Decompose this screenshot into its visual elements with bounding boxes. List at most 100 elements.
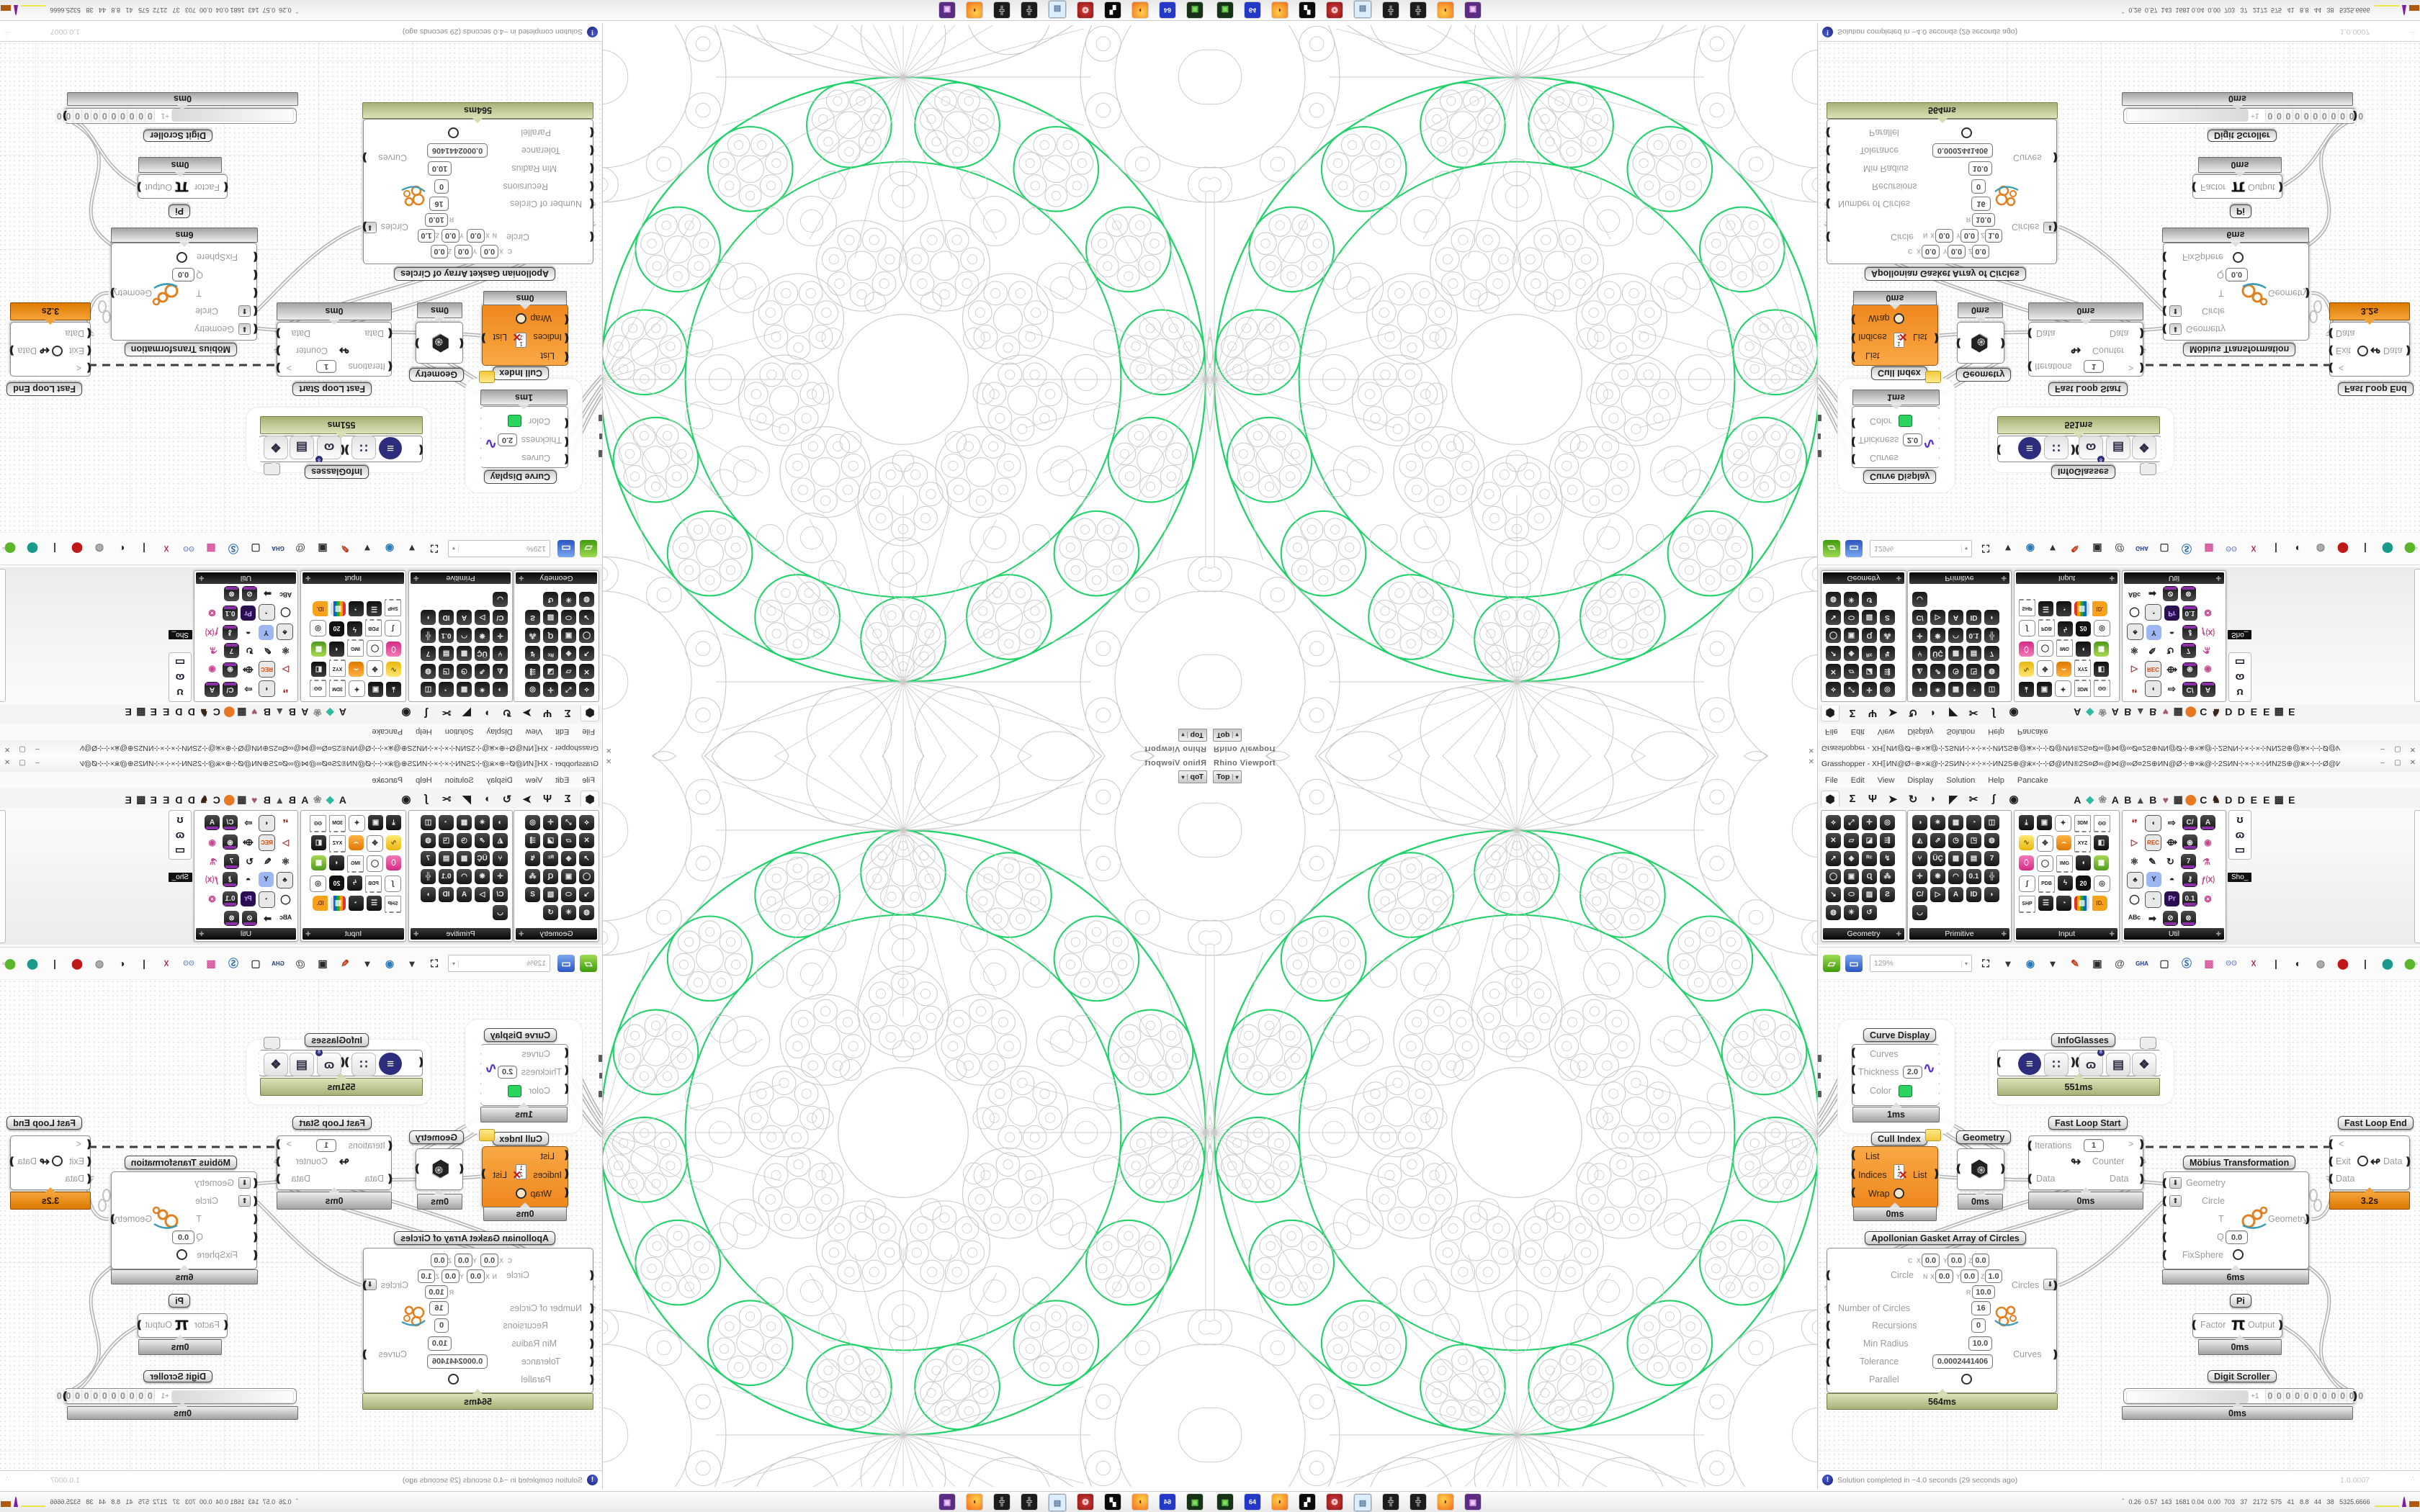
category-tab-icon[interactable]: Σ [564, 793, 571, 805]
component-icon[interactable]: ◳ [439, 664, 454, 679]
component-icon[interactable]: ✕ [579, 833, 594, 848]
plugin-tab[interactable]: A [301, 706, 309, 719]
digit-cell[interactable]: 0 [2274, 1390, 2284, 1403]
circle-cy[interactable]: 0.0 [454, 245, 472, 258]
tab-params[interactable]: ⬢ [1821, 791, 1839, 806]
plugin-tab[interactable]: B [2124, 793, 2132, 806]
component-icon[interactable]: 7 [1984, 646, 1999, 661]
input-t[interactable]: T [2218, 1214, 2224, 1224]
minimize-button[interactable]: – [35, 745, 40, 753]
component-icon[interactable]: ◯ [2129, 893, 2140, 904]
circle-nz[interactable]: 1.0 [418, 229, 435, 243]
note-bubble-icon[interactable] [1925, 1129, 1941, 1141]
component-icon[interactable]: ❂ [2204, 608, 2212, 618]
panel-footer-geometry[interactable]: Geometry ✚ [516, 928, 597, 940]
component-icon[interactable]: ⇗ [1930, 833, 1945, 848]
component-icon[interactable]: ➡ [2148, 912, 2156, 924]
input-number-of-circles[interactable]: Number of Circles [1838, 199, 1911, 209]
component-icon[interactable]: ▨ [1862, 887, 1877, 902]
component-icon[interactable]: ÜÇ [1930, 646, 1945, 661]
component-icon[interactable]: 3DM [2074, 680, 2091, 697]
component-icon[interactable]: ϟ [2058, 876, 2073, 891]
component-icon[interactable]: ∫ [385, 620, 401, 636]
thickness-value[interactable]: 2.0 [1903, 1066, 1922, 1079]
geometry-tag[interactable]: Geometry [408, 1130, 464, 1144]
menu-item[interactable]: Display [486, 727, 513, 737]
category-tab-icon[interactable]: Ψ [1868, 793, 1878, 805]
component-icon[interactable]: ID [439, 610, 454, 625]
component-icon[interactable]: ◎ [1880, 682, 1895, 697]
input-exit[interactable]: Exit [2336, 1156, 2351, 1166]
taskbar-app-icon[interactable]: 64 [1245, 2, 1260, 18]
component-icon[interactable]: ⇗ [1930, 664, 1945, 679]
component-icon[interactable]: ID. [2092, 601, 2107, 616]
component-icon[interactable]: REC [259, 834, 275, 851]
component-icon[interactable]: ꙨꙨ [2094, 680, 2110, 697]
toolbar-icon[interactable]: ◍ [2316, 957, 2326, 969]
component-icon[interactable]: 0.1 [2182, 891, 2197, 906]
input-data[interactable]: Data [364, 328, 384, 338]
component-icon[interactable]: C/ [223, 682, 238, 697]
digit-cell[interactable]: 0 [2301, 1390, 2311, 1403]
input-recursions[interactable]: Recursions [503, 181, 548, 192]
fixsphere-toggle[interactable] [176, 1249, 187, 1260]
menu-item[interactable]: Solution [444, 727, 474, 737]
component-icon[interactable]: ◔ [259, 604, 275, 621]
fast-loop-start-component[interactable]: ❪ Iterations 1 > ❫ ↬ Counter ❫ ❪ Data Da… [274, 1135, 395, 1190]
component-icon[interactable]: ↯ [1880, 646, 1895, 661]
component-icon[interactable]: ᴬᴮᶜ [2128, 913, 2141, 924]
taskbar-app-icon[interactable]: ▣ [1187, 2, 1203, 18]
circle-nz[interactable]: 1.0 [1985, 1269, 2002, 1283]
plugin-tab[interactable]: ▩ [2274, 793, 2284, 805]
component-icon[interactable]: ⊘ [2163, 586, 2178, 601]
digit-cell[interactable]: 0 [136, 1390, 146, 1403]
component-icon[interactable]: ✳ [1844, 592, 1859, 607]
fast-loop-start-tag[interactable]: Fast Loop Start [292, 382, 372, 396]
infoglasses-tag[interactable]: InfoGlasses [2051, 465, 2115, 479]
q-value[interactable]: 0.0 [172, 268, 194, 282]
toolbar-icon[interactable]: | [143, 543, 145, 554]
output-curves[interactable]: Curves [378, 1349, 407, 1359]
component-icon[interactable]: ⇶ [1880, 664, 1895, 679]
category-tab-icon[interactable]: ◉ [401, 706, 411, 719]
iterations-value[interactable]: 1 [2084, 360, 2104, 373]
taskbar-app-icon[interactable]: ╬ [1383, 1494, 1399, 1510]
toolbar-icon[interactable]: @ [295, 543, 305, 554]
graft-button[interactable]: ⬆ [238, 305, 251, 317]
category-tab-icon[interactable]: Ψ [542, 793, 552, 805]
category-tab-icon[interactable]: ➤ [522, 793, 532, 806]
color-swatch[interactable] [508, 1085, 521, 1097]
input-data[interactable]: Data [65, 1174, 84, 1184]
component-icon[interactable]: ⚗ [210, 645, 218, 656]
toolbar-icon[interactable]: | [53, 543, 56, 554]
component-icon[interactable]: ⟡ [1826, 815, 1841, 830]
circle-ny[interactable]: 0.0 [1960, 1269, 1978, 1283]
component-icon[interactable]: ✥ [2037, 660, 2053, 677]
toolbar-grip[interactable]: ≡ [2, 545, 6, 552]
circle-nz[interactable]: 1.0 [418, 1269, 435, 1283]
circle-cx[interactable]: 0.0 [480, 245, 498, 258]
component-icon[interactable]: ↯ [1880, 851, 1895, 866]
thickness-value[interactable]: 2.0 [498, 1066, 517, 1079]
output-counter[interactable]: Counter [2092, 1156, 2125, 1166]
component-icon[interactable]: ⟴ [2166, 836, 2178, 847]
digit-cell[interactable]: 0 [2329, 109, 2338, 122]
output-circles[interactable]: Circles [380, 222, 408, 232]
digit-cell[interactable]: 0 [127, 1390, 137, 1403]
component-icon[interactable]: ⚷ [223, 872, 238, 887]
component-icon[interactable]: ↗ [1826, 646, 1841, 661]
toolbar-grip[interactable]: ≡ [2, 960, 6, 967]
plugin-tab[interactable]: ♞ [199, 793, 209, 805]
component-icon[interactable]: ⊗ [224, 586, 239, 601]
plugin-tab[interactable]: A [2111, 706, 2119, 719]
component-icon[interactable]: ◔ [259, 891, 275, 908]
component-icon[interactable]: ID [1966, 610, 1981, 625]
plugin-tab[interactable]: C [212, 706, 220, 719]
component-icon[interactable]: ❋ [475, 869, 490, 884]
component-icon[interactable]: Ɋ [543, 869, 558, 884]
component-icon[interactable]: Ƨ [525, 887, 540, 902]
taskbar-app-icon[interactable]: ◗ [1272, 2, 1288, 18]
component-icon[interactable]: ▦ [2094, 642, 2109, 657]
infoglasses-icon-5[interactable]: ❖ [264, 1053, 288, 1076]
zoom-dropdown[interactable]: 129% ▾ [448, 540, 550, 557]
